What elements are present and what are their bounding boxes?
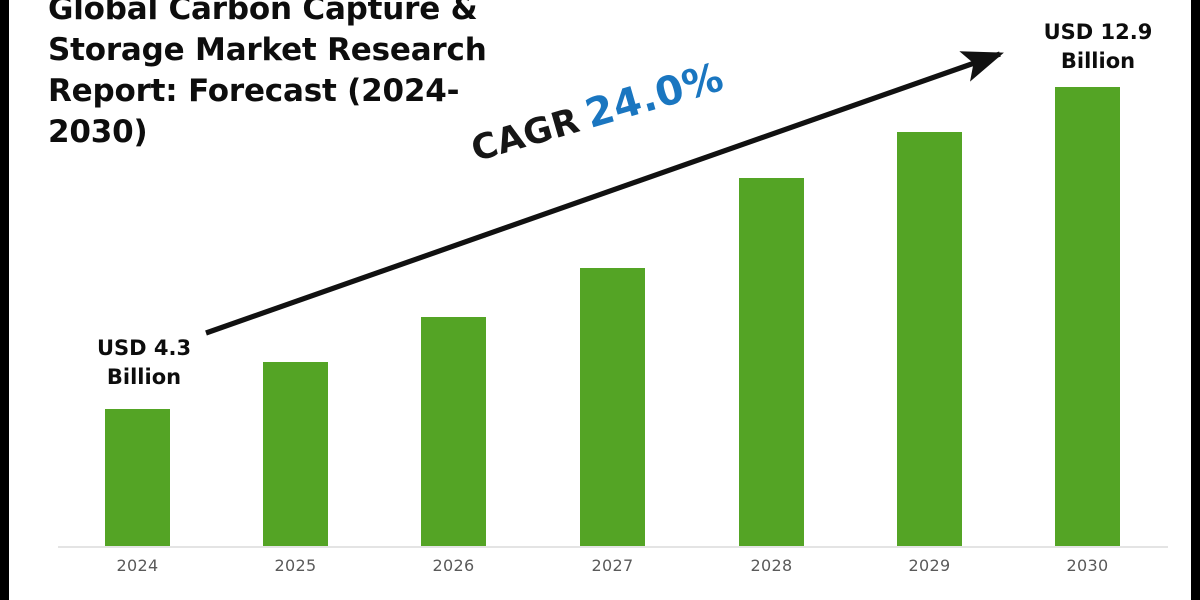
tick-label-2029: 2029 [908, 556, 951, 575]
tick-label-2027: 2027 [591, 556, 634, 575]
bar-2028 [739, 178, 804, 546]
end-value-callout: USD 12.9 Billion [1043, 20, 1153, 73]
right-page-border [1191, 0, 1200, 600]
bar-2024 [105, 409, 170, 546]
bar-2025 [263, 362, 328, 546]
tick-label-2026: 2026 [432, 556, 475, 575]
tick-label-2024: 2024 [116, 556, 159, 575]
bar-2027 [580, 268, 645, 546]
bar-2029 [897, 132, 962, 546]
tick-label-2025: 2025 [274, 556, 317, 575]
start-value-callout: USD 4.3 Billion [96, 336, 192, 389]
left-page-border [0, 0, 9, 600]
bar-2026 [421, 317, 486, 546]
tick-label-2028: 2028 [750, 556, 793, 575]
tick-label-2030: 2030 [1066, 556, 1109, 575]
bar-2030 [1055, 87, 1120, 546]
x-axis-line [58, 546, 1168, 548]
